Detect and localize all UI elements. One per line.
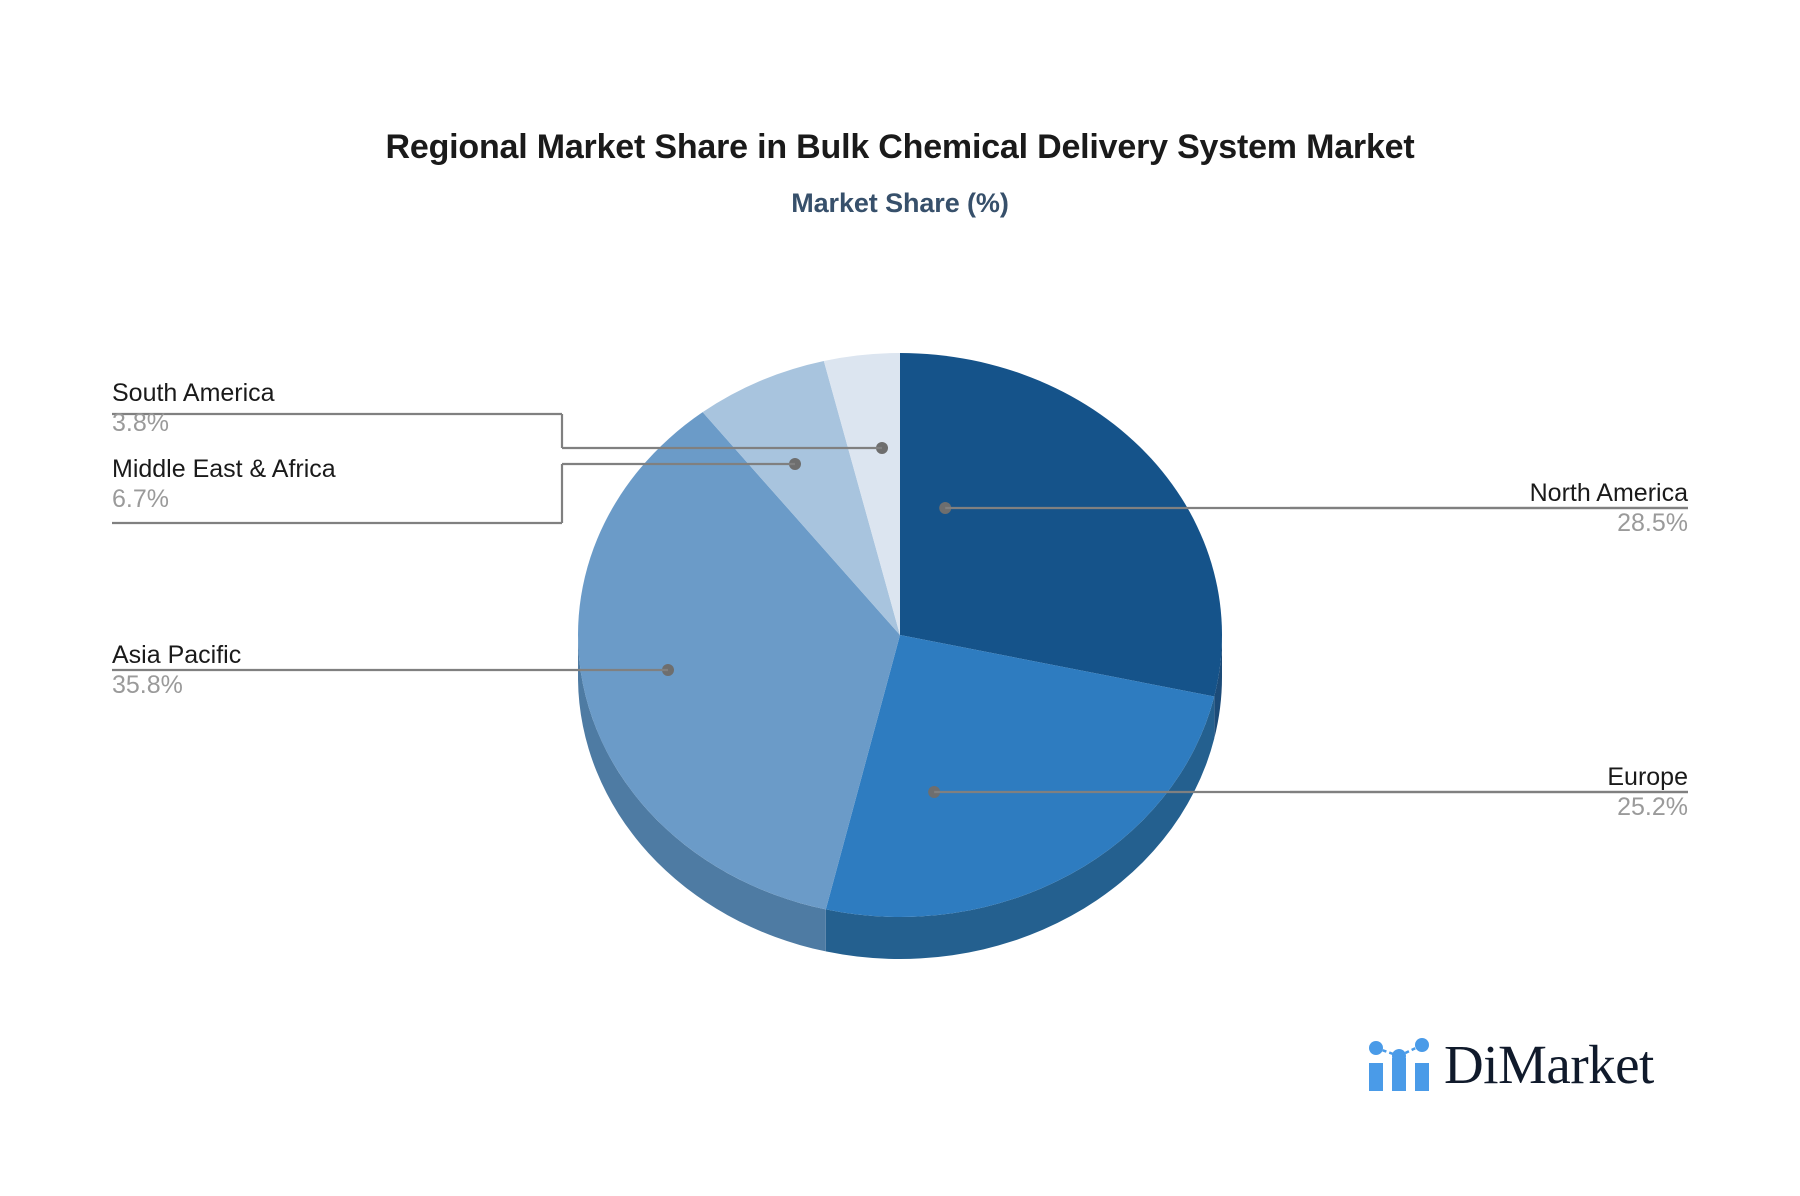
chart-title: Regional Market Share in Bulk Chemical D… [385, 128, 1415, 166]
slice-label-south-america[interactable]: South America 3.8% [112, 378, 275, 438]
slice-label-middle-east-africa[interactable]: Middle East & Africa 6.7% [112, 454, 336, 514]
pie-slice-side [825, 696, 1215, 959]
pie-slice-side [1214, 635, 1222, 739]
slice-label-name: Middle East & Africa [112, 455, 336, 483]
slice-label-name: Asia Pacific [112, 641, 242, 669]
slice-label-value: 35.8% [112, 671, 183, 699]
slice-label-value: 25.2% [1617, 793, 1688, 821]
slice-label-north-america[interactable]: North America 28.5% [1530, 478, 1688, 538]
slice-label-name: South America [112, 379, 275, 407]
pie-slice[interactable] [578, 412, 900, 910]
pie-slice[interactable] [823, 353, 900, 635]
brand-wordmark: DiMarket [1444, 1033, 1654, 1095]
slice-label-europe[interactable]: Europe 25.2% [1607, 762, 1688, 822]
slice-label-name: Europe [1607, 763, 1688, 791]
bar-chart-icon [1369, 1038, 1429, 1091]
pie-slice[interactable] [825, 635, 1215, 917]
slice-label-value: 6.7% [112, 485, 169, 513]
slice-label-value: 28.5% [1617, 509, 1688, 537]
slice-label-value: 3.8% [112, 409, 169, 437]
pie-slice[interactable] [702, 360, 900, 635]
pie-slice-side [578, 637, 826, 952]
slice-label-asia-pacific[interactable]: Asia Pacific 35.8% [112, 640, 241, 700]
pie-slice[interactable] [900, 353, 1222, 697]
slice-label-name: North America [1529, 479, 1688, 507]
chart-subtitle: Market Share (%) [791, 188, 1009, 218]
brand-logo: DiMarket [1368, 1036, 1654, 1092]
